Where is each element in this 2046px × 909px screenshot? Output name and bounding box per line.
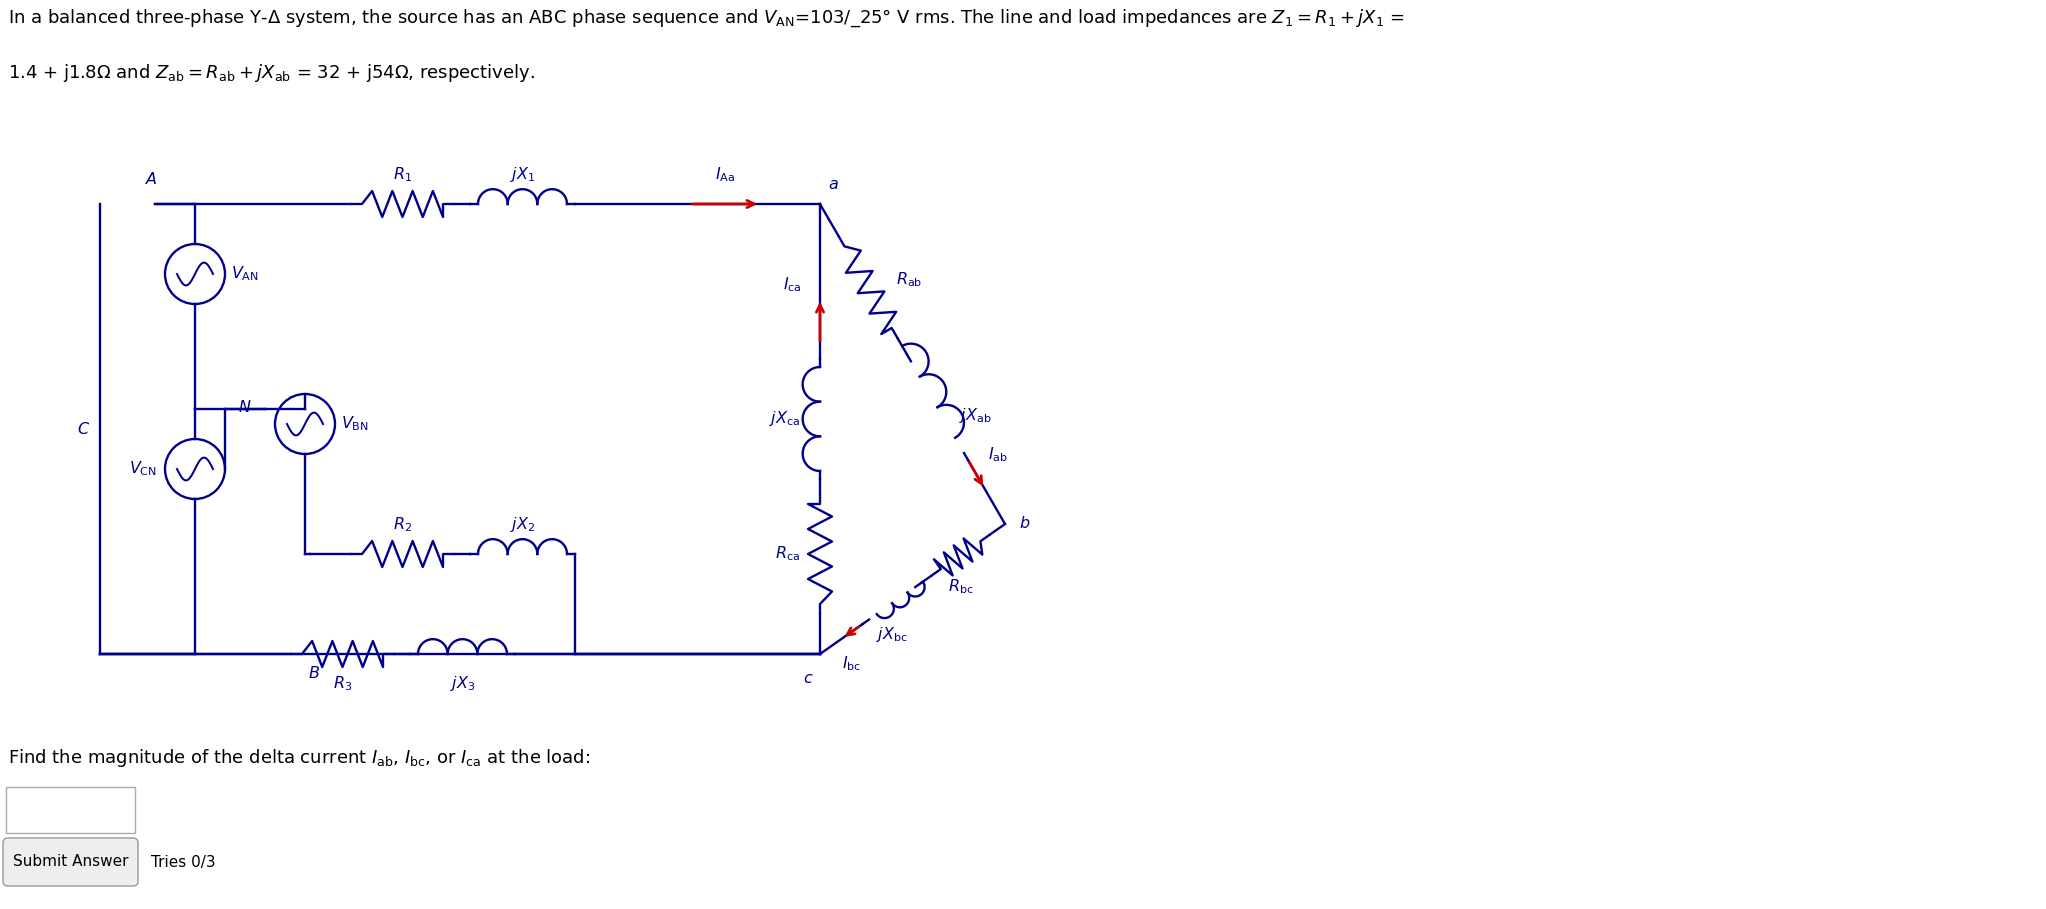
Text: $I_{\rm bc}$: $I_{\rm bc}$	[841, 654, 861, 673]
Text: N: N	[239, 399, 252, 415]
Text: C: C	[78, 422, 88, 436]
Text: $V_{\rm BN}$: $V_{\rm BN}$	[342, 415, 368, 434]
Text: c: c	[804, 671, 812, 686]
Text: b: b	[1019, 516, 1029, 532]
Text: $jX_{\rm ca}$: $jX_{\rm ca}$	[769, 409, 800, 428]
Text: $R_{\rm ab}$: $R_{\rm ab}$	[896, 270, 923, 288]
Text: A: A	[145, 172, 155, 187]
Text: Submit Answer: Submit Answer	[12, 854, 129, 870]
Text: $R_1$: $R_1$	[393, 165, 411, 184]
FancyBboxPatch shape	[6, 787, 135, 833]
Text: $jX_3$: $jX_3$	[450, 674, 475, 693]
Text: B: B	[309, 666, 319, 682]
Text: Find the magnitude of the delta current $I_{\rm ab}$, $I_{\rm bc}$, or $I_{\rm c: Find the magnitude of the delta current …	[8, 747, 591, 769]
Text: $V_{\rm AN}$: $V_{\rm AN}$	[231, 265, 260, 284]
Text: $V_{\rm CN}$: $V_{\rm CN}$	[129, 460, 158, 478]
Text: $jX_1$: $jX_1$	[509, 165, 536, 184]
Text: $jX_{\rm bc}$: $jX_{\rm bc}$	[876, 625, 908, 644]
Text: $R_{\rm ca}$: $R_{\rm ca}$	[775, 544, 800, 564]
FancyBboxPatch shape	[2, 838, 137, 886]
Text: In a balanced three-phase Y-$\Delta$ system, the source has an ABC phase sequenc: In a balanced three-phase Y-$\Delta$ sys…	[8, 7, 1406, 28]
Text: $R_3$: $R_3$	[333, 674, 352, 693]
Text: a: a	[829, 177, 837, 192]
Text: $I_{\rm Aa}$: $I_{\rm Aa}$	[714, 165, 735, 184]
Text: $jX_{\rm ab}$: $jX_{\rm ab}$	[960, 405, 992, 425]
Text: $I_{\rm ca}$: $I_{\rm ca}$	[784, 275, 802, 294]
Text: 1.4 + j1.8$\Omega$ and $Z_{\rm ab} = R_{\rm ab} + jX_{\rm ab}$ = 32 + j54$\Omega: 1.4 + j1.8$\Omega$ and $Z_{\rm ab} = R_{…	[8, 62, 534, 84]
Text: $I_{\rm ab}$: $I_{\rm ab}$	[988, 445, 1009, 464]
Text: $R_{\rm bc}$: $R_{\rm bc}$	[947, 577, 974, 596]
Text: Tries 0/3: Tries 0/3	[151, 854, 215, 870]
Text: $R_2$: $R_2$	[393, 515, 411, 534]
Text: $jX_2$: $jX_2$	[509, 515, 536, 534]
